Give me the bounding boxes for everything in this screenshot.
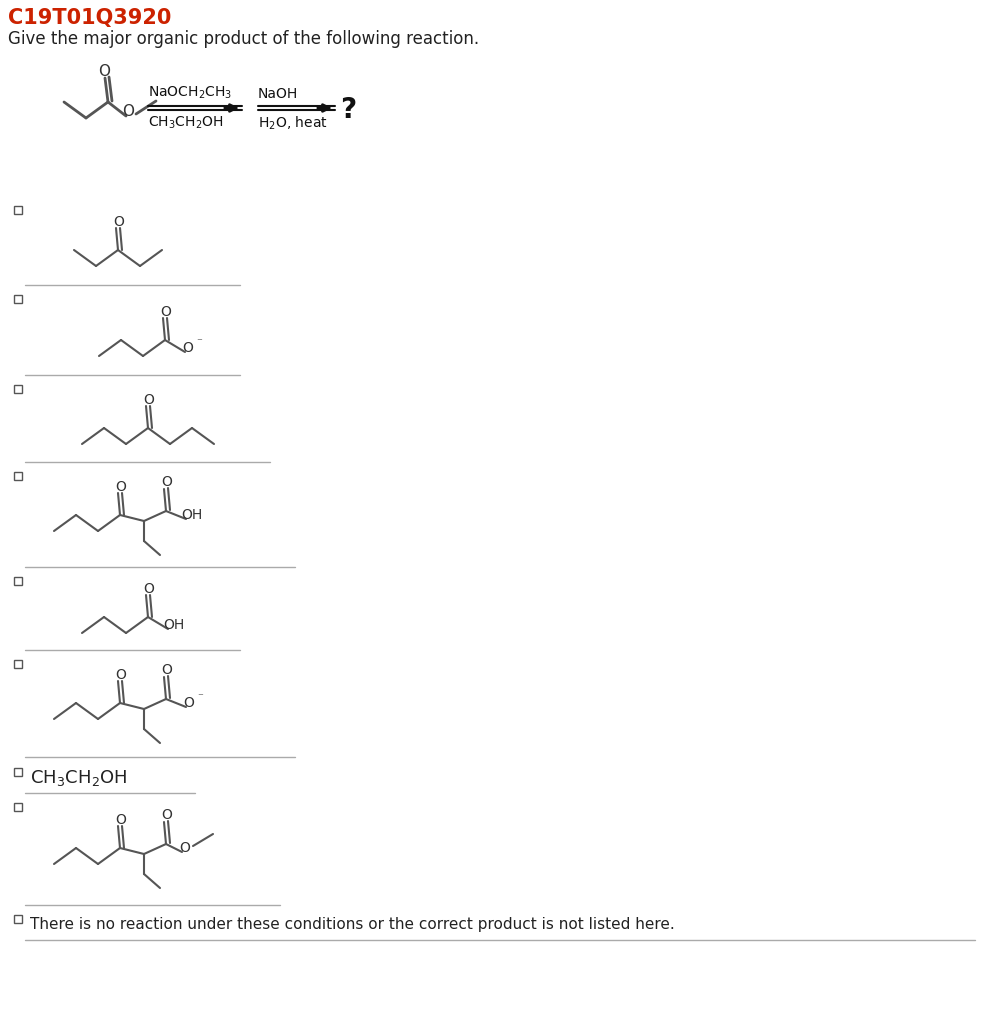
- Text: NaOH: NaOH: [258, 87, 298, 101]
- Text: There is no reaction under these conditions or the correct product is not listed: There is no reaction under these conditi…: [30, 917, 675, 932]
- Text: O: O: [184, 696, 195, 710]
- Text: O: O: [116, 480, 127, 494]
- Bar: [14, 385, 22, 393]
- Text: C19T01Q3920: C19T01Q3920: [8, 8, 172, 28]
- Text: NaOCH$_2$CH$_3$: NaOCH$_2$CH$_3$: [148, 85, 233, 101]
- Text: OH: OH: [164, 618, 185, 632]
- Text: O: O: [162, 663, 173, 677]
- Bar: [14, 295, 22, 303]
- Text: O: O: [161, 305, 172, 319]
- Text: O: O: [114, 215, 125, 229]
- Text: O: O: [116, 813, 127, 827]
- Bar: [14, 768, 22, 776]
- Text: O: O: [122, 103, 134, 118]
- Text: ?: ?: [340, 96, 356, 124]
- Bar: [14, 915, 22, 923]
- Text: ⁻: ⁻: [197, 692, 203, 702]
- Bar: [14, 660, 22, 668]
- Bar: [14, 577, 22, 585]
- Bar: [14, 803, 22, 811]
- Text: O: O: [144, 582, 155, 596]
- Bar: [14, 472, 22, 480]
- Text: O: O: [98, 64, 110, 79]
- Text: O: O: [116, 668, 127, 682]
- Text: O: O: [162, 808, 173, 822]
- Text: OH: OH: [182, 508, 203, 522]
- Text: Give the major organic product of the following reaction.: Give the major organic product of the fo…: [8, 30, 479, 48]
- Text: O: O: [144, 393, 155, 407]
- Text: CH$_3$CH$_2$OH: CH$_3$CH$_2$OH: [30, 768, 128, 788]
- Text: H$_2$O, heat: H$_2$O, heat: [258, 115, 328, 132]
- Text: CH$_3$CH$_2$OH: CH$_3$CH$_2$OH: [148, 115, 224, 131]
- Text: O: O: [180, 841, 191, 855]
- Text: O: O: [183, 341, 194, 355]
- Text: ⁻: ⁻: [196, 337, 202, 347]
- Bar: [14, 206, 22, 214]
- Text: O: O: [162, 475, 173, 489]
